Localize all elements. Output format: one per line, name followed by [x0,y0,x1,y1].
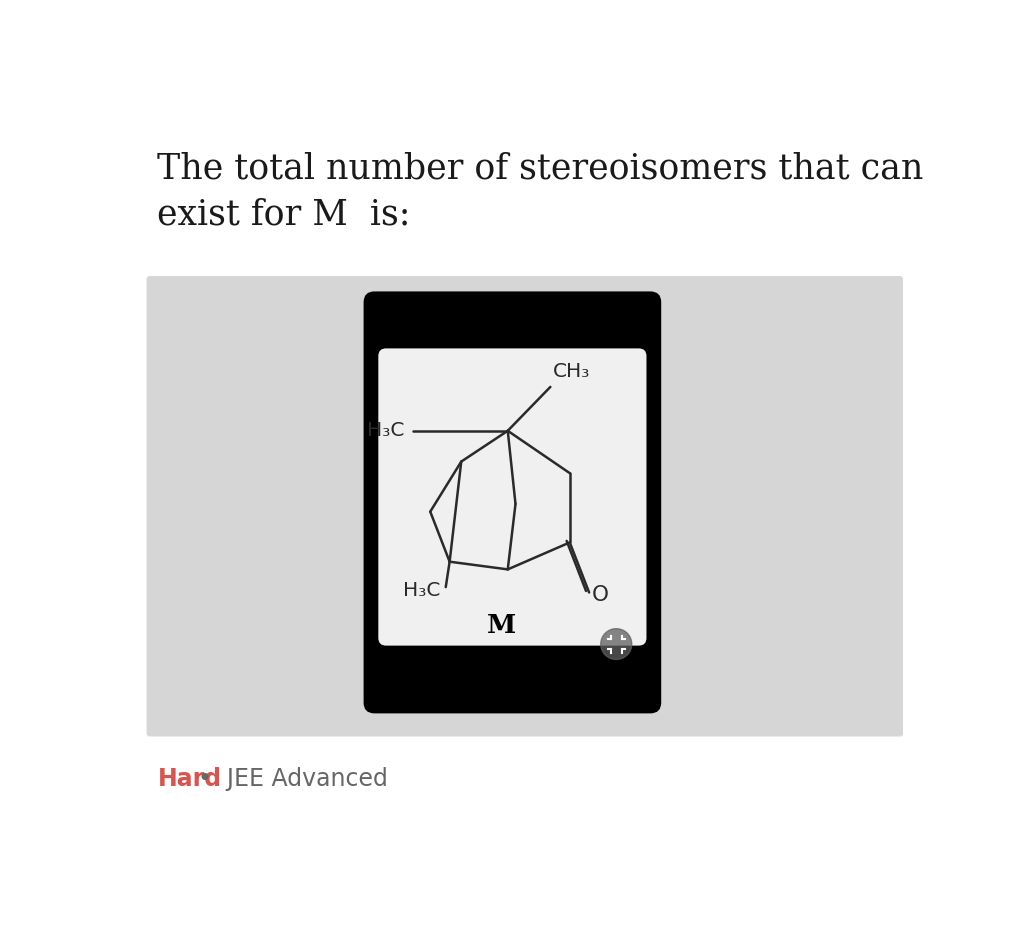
Text: H₃C: H₃C [367,421,404,440]
Text: H₃C: H₃C [403,581,440,601]
Text: O: O [592,585,608,604]
FancyBboxPatch shape [364,291,662,714]
Circle shape [601,629,632,659]
Text: Hard: Hard [158,767,221,791]
FancyBboxPatch shape [378,349,646,645]
FancyBboxPatch shape [146,276,903,736]
Text: CH₃: CH₃ [553,362,590,381]
Text: M: M [487,613,516,638]
Text: •  JEE Advanced: • JEE Advanced [198,767,388,791]
Text: The total number of stereoisomers that can
exist for M  is:: The total number of stereoisomers that c… [158,151,924,232]
